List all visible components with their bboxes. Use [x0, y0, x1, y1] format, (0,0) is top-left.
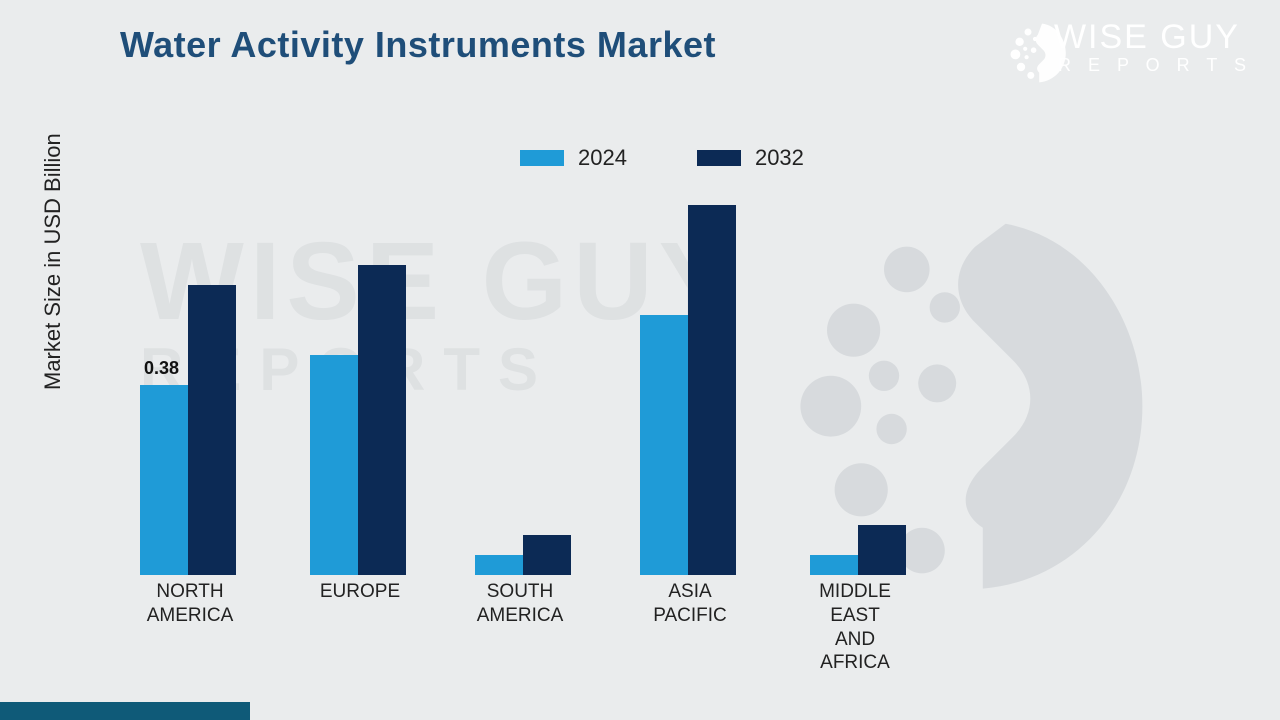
- bar: [140, 385, 188, 575]
- brand-line2: R E P O R T S: [1054, 56, 1252, 74]
- bar-value-label: 0.38: [144, 358, 179, 379]
- x-tick-label: ASIAPACIFIC: [620, 580, 760, 628]
- brand-head-icon: [1000, 18, 1070, 88]
- x-tick-label: NORTHAMERICA: [120, 580, 260, 628]
- bar-group: [310, 265, 406, 575]
- legend-item-2024: 2024: [520, 145, 627, 171]
- bar: [310, 355, 358, 575]
- bar: [858, 525, 906, 575]
- x-tick-label: EUROPE: [290, 580, 430, 604]
- bar: [188, 285, 236, 575]
- x-axis: NORTHAMERICA EUROPE SOUTHAMERICA ASIAPACIFI…: [110, 580, 940, 700]
- chart-title: Water Activity Instruments Market: [120, 24, 716, 66]
- bar: [688, 205, 736, 575]
- y-axis-label: Market Size in USD Billion: [40, 133, 66, 390]
- bar-group: [640, 205, 736, 575]
- legend-label-2024: 2024: [578, 145, 627, 171]
- legend-swatch-2024: [520, 150, 564, 166]
- x-tick-label: SOUTHAMERICA: [450, 580, 590, 628]
- legend-item-2032: 2032: [697, 145, 804, 171]
- x-tick-label: MIDDLEEASTANDAFRICA: [785, 580, 925, 675]
- bar: [640, 315, 688, 575]
- legend-label-2032: 2032: [755, 145, 804, 171]
- brand-logo: WISE GUY R E P O R T S: [1054, 20, 1252, 74]
- bar: [475, 555, 523, 575]
- bar-group: [140, 285, 236, 575]
- brand-line1: WISE GUY: [1054, 20, 1252, 54]
- chart-area: 0.38: [110, 175, 940, 575]
- legend: 2024 2032: [520, 145, 804, 171]
- bar-group: [810, 525, 906, 575]
- legend-swatch-2032: [697, 150, 741, 166]
- plot: 0.38: [110, 175, 940, 575]
- bottom-accent-bar: [0, 702, 250, 720]
- bar: [523, 535, 571, 575]
- bar-group: [475, 535, 571, 575]
- bar: [810, 555, 858, 575]
- right-panel: [960, 0, 1280, 720]
- bar: [358, 265, 406, 575]
